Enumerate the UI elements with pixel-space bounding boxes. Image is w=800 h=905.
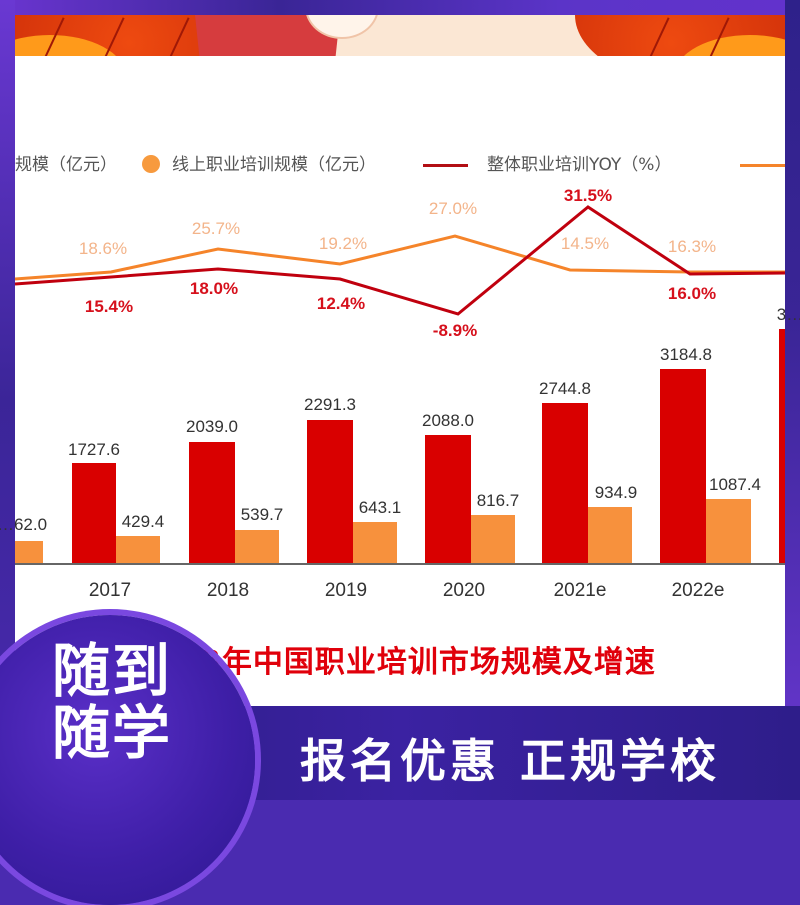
label-total-2017: 1727.6: [68, 440, 120, 459]
label-total-2021e: 2744.8: [539, 379, 591, 398]
badge-line-2: 随学: [52, 699, 173, 767]
label-online-2017: 429.4: [122, 512, 165, 531]
x-label-2018: 2018: [207, 580, 249, 601]
bar-total-2022e: [660, 369, 706, 563]
bar-total-2021e: [542, 403, 588, 563]
legend-total-yoy: 整体职业培训YOY（%）: [487, 155, 672, 175]
bar-total-2023e: [779, 329, 785, 563]
promo-slogan[interactable]: 报名优惠 正规学校: [300, 734, 721, 788]
label-total-2022e: 3184.8: [660, 345, 712, 364]
badge-line-1: 随到: [52, 637, 173, 705]
bar-total-2017: [72, 463, 116, 563]
label-online-2020: 816.7: [477, 491, 520, 510]
chart-plot: 1727.6 2039.0 2291.3 2088.0 2744.8 3184.…: [0, 186, 800, 601]
x-label-2022e: 2022e: [672, 580, 725, 601]
label-total-yoy-2017: 15.4%: [85, 297, 133, 316]
x-label-2021e: 2021e: [554, 580, 607, 601]
label-total-yoy-2022e: 16.0%: [668, 284, 716, 303]
bar-online-2016: [15, 541, 43, 563]
label-total-yoy-2021e: 31.5%: [564, 186, 612, 205]
frame-right-border: [785, 0, 800, 800]
chart-legend: 规模（亿元） 线上职业培训规模（亿元） 整体职业培训YOY（%）: [0, 150, 800, 180]
label-total-yoy-2018: 18.0%: [190, 279, 238, 298]
chart-title: 3年中国职业培训市场规模及增速: [200, 645, 656, 680]
x-label-2019: 2019: [325, 580, 367, 601]
label-online-yoy-2022e: 16.3%: [668, 237, 716, 256]
label-online-2016: …62.0: [0, 515, 47, 534]
bar-online-2020: [471, 515, 515, 563]
label-total-2023e: 3…: [777, 305, 800, 324]
promo-badge-text: 随到 随学: [52, 640, 202, 764]
label-online-2022e: 1087.4: [709, 475, 761, 494]
label-online-yoy-2019: 19.2%: [319, 234, 367, 253]
total-yoy-line: [14, 205, 786, 316]
label-total-yoy-2020: -8.9%: [433, 321, 477, 340]
bar-online-2022e: [706, 499, 751, 563]
label-online-yoy-2021e: 14.5%: [561, 234, 609, 253]
label-online-yoy-2020: 27.0%: [429, 199, 477, 218]
label-total-2019: 2291.3: [304, 395, 356, 414]
label-online-2021e: 934.9: [595, 483, 638, 502]
bar-total-2019: [307, 420, 353, 563]
decorative-top-strip: [15, 15, 785, 56]
x-label-2020: 2020: [443, 580, 485, 601]
total-bars: [72, 329, 785, 563]
online-bars: [15, 499, 751, 563]
legend-online-dot-icon: [142, 155, 160, 173]
legend-total-scale: 规模（亿元）: [15, 155, 117, 175]
online-yoy-line: [14, 234, 785, 281]
label-online-2019: 643.1: [359, 498, 402, 517]
bar-online-2021e: [588, 507, 632, 563]
bar-online-2018: [235, 530, 279, 563]
legend-online-scale: 线上职业培训规模（亿元）: [172, 155, 376, 175]
label-total-2020: 2088.0: [422, 411, 474, 430]
label-online-yoy-2017: 18.6%: [79, 239, 127, 258]
label-online-2018: 539.7: [241, 505, 284, 524]
label-online-yoy-2018: 25.7%: [192, 219, 240, 238]
frame-left-border: [0, 0, 15, 800]
legend-total-yoy-line-icon: [423, 164, 468, 167]
label-total-yoy-2019: 12.4%: [317, 294, 365, 313]
bar-online-2017: [116, 536, 160, 563]
x-label-2017: 2017: [89, 580, 131, 601]
bar-total-2020: [425, 435, 471, 563]
legend-online-yoy-line-icon: [740, 164, 785, 167]
bar-total-2018: [189, 442, 235, 563]
label-total-2018: 2039.0: [186, 417, 238, 436]
bar-online-2019: [353, 522, 397, 563]
